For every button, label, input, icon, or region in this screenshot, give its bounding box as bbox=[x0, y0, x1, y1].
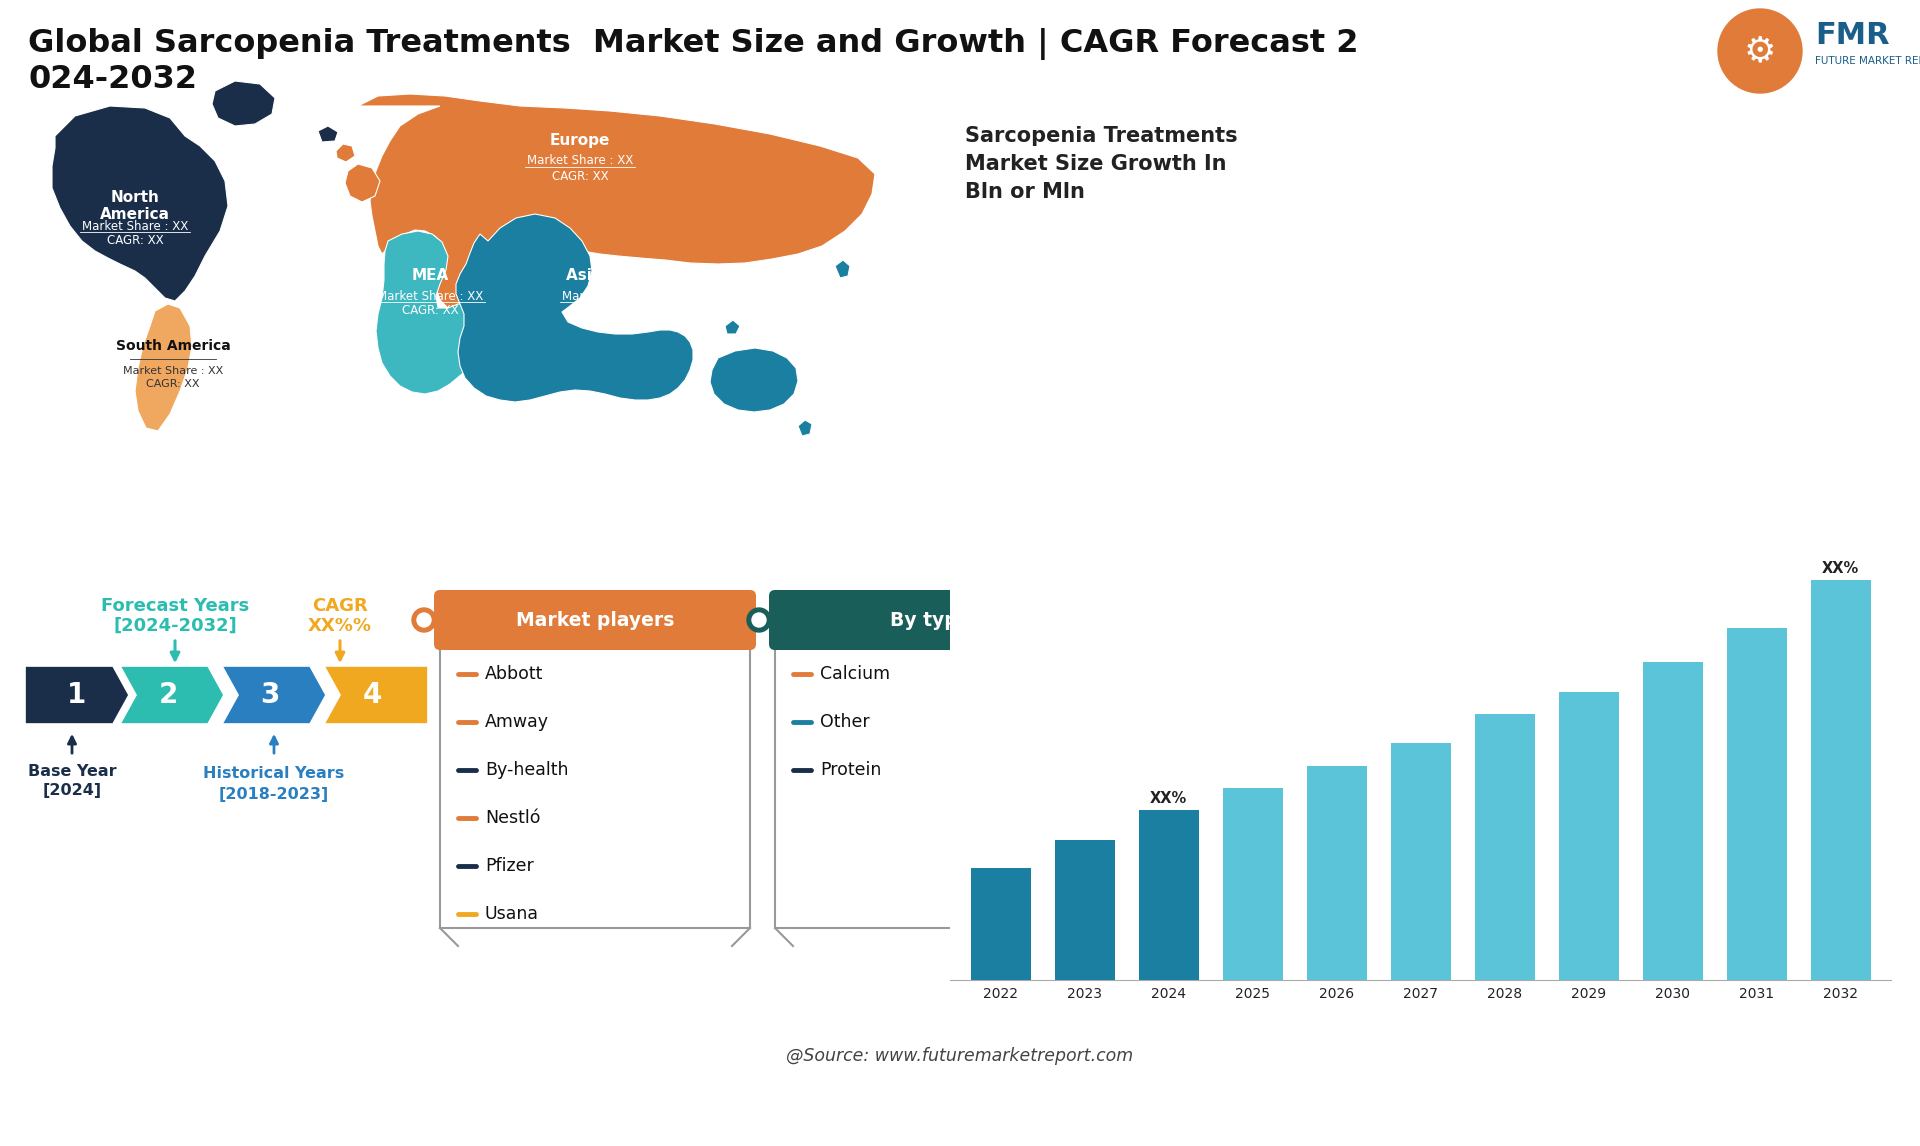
Bar bbox=[1223, 788, 1283, 980]
Bar bbox=[1390, 744, 1452, 980]
Text: Usana: Usana bbox=[486, 905, 540, 923]
Text: Market Share : XX: Market Share : XX bbox=[526, 155, 634, 167]
Text: CAGR: XX: CAGR: XX bbox=[146, 379, 200, 388]
Polygon shape bbox=[319, 126, 338, 142]
Text: Pfizer: Pfizer bbox=[486, 857, 534, 876]
Polygon shape bbox=[211, 81, 275, 126]
Polygon shape bbox=[52, 105, 228, 301]
Bar bbox=[1559, 692, 1619, 980]
Text: Europe: Europe bbox=[549, 133, 611, 149]
Text: Market Share : XX: Market Share : XX bbox=[376, 290, 484, 303]
Text: CAGR: XX: CAGR: XX bbox=[551, 170, 609, 182]
Text: 024-2032: 024-2032 bbox=[29, 64, 198, 95]
Text: 1: 1 bbox=[67, 681, 86, 709]
Text: CAGR: XX: CAGR: XX bbox=[108, 235, 163, 248]
Text: By application: By application bbox=[1190, 611, 1340, 629]
FancyBboxPatch shape bbox=[434, 590, 756, 650]
Text: XX%%: XX%% bbox=[307, 617, 372, 635]
Text: Market Share : XX: Market Share : XX bbox=[563, 290, 668, 303]
Text: By-health: By-health bbox=[486, 761, 568, 779]
Circle shape bbox=[1718, 9, 1803, 93]
Polygon shape bbox=[457, 214, 693, 402]
Text: Amway: Amway bbox=[486, 713, 549, 731]
Text: By type: By type bbox=[889, 611, 970, 629]
Bar bbox=[1642, 662, 1703, 980]
Polygon shape bbox=[119, 666, 225, 724]
Text: [2024-2032]: [2024-2032] bbox=[113, 617, 236, 635]
Text: FMR: FMR bbox=[1814, 22, 1889, 50]
Polygon shape bbox=[710, 348, 799, 413]
Text: Other: Other bbox=[820, 713, 870, 731]
Polygon shape bbox=[346, 164, 380, 202]
Circle shape bbox=[747, 609, 772, 631]
Bar bbox=[1811, 581, 1870, 980]
Text: Market Share : XX: Market Share : XX bbox=[123, 366, 223, 376]
Text: 4: 4 bbox=[363, 681, 382, 709]
Polygon shape bbox=[376, 231, 486, 394]
Circle shape bbox=[753, 613, 766, 627]
Polygon shape bbox=[835, 260, 851, 278]
FancyBboxPatch shape bbox=[1104, 590, 1427, 650]
Text: FUTURE MARKET REPORT: FUTURE MARKET REPORT bbox=[1814, 56, 1920, 66]
Polygon shape bbox=[357, 94, 876, 311]
Text: Historical Years: Historical Years bbox=[204, 767, 344, 782]
Text: Forecast Years: Forecast Years bbox=[102, 597, 250, 615]
Text: Sarcopenia Treatments
Market Size Growth In
Bln or Mln: Sarcopenia Treatments Market Size Growth… bbox=[966, 126, 1238, 202]
Text: Global Sarcopenia Treatments  Market Size and Growth | CAGR Forecast 2: Global Sarcopenia Treatments Market Size… bbox=[29, 28, 1359, 60]
Text: XX%: XX% bbox=[1822, 562, 1859, 576]
Text: Online: Online bbox=[1156, 665, 1212, 683]
Bar bbox=[1054, 840, 1116, 980]
Bar bbox=[1475, 714, 1536, 980]
Text: Market players: Market players bbox=[516, 611, 674, 629]
Circle shape bbox=[417, 613, 430, 627]
Text: Base Year: Base Year bbox=[27, 763, 117, 778]
Text: North
America: North America bbox=[100, 190, 171, 222]
Text: Asia Pacific: Asia Pacific bbox=[566, 268, 664, 283]
Text: [2024]: [2024] bbox=[42, 784, 102, 799]
Bar bbox=[970, 869, 1031, 980]
Text: Calcium: Calcium bbox=[820, 665, 891, 683]
Bar bbox=[1139, 810, 1198, 980]
Polygon shape bbox=[134, 304, 192, 431]
Text: Nestló: Nestló bbox=[486, 809, 541, 827]
Text: CAGR: XX: CAGR: XX bbox=[401, 305, 459, 317]
Polygon shape bbox=[336, 144, 355, 162]
Bar bbox=[1726, 628, 1788, 980]
Text: CAGR: CAGR bbox=[313, 597, 369, 615]
Circle shape bbox=[413, 609, 436, 631]
Text: @Source: www.futuremarketreport.com: @Source: www.futuremarketreport.com bbox=[787, 1047, 1133, 1065]
Text: CAGR: XX: CAGR: XX bbox=[588, 305, 643, 317]
Polygon shape bbox=[324, 666, 428, 724]
Text: Abbott: Abbott bbox=[486, 665, 543, 683]
Text: South America: South America bbox=[115, 339, 230, 353]
Text: 2: 2 bbox=[157, 681, 179, 709]
Polygon shape bbox=[25, 666, 129, 724]
Text: 3: 3 bbox=[261, 681, 280, 709]
Text: MEA: MEA bbox=[411, 268, 449, 283]
Bar bbox=[1306, 766, 1367, 980]
Text: XX%: XX% bbox=[1150, 791, 1187, 806]
Text: Protein: Protein bbox=[820, 761, 881, 779]
Text: Retail: Retail bbox=[1156, 713, 1204, 731]
Circle shape bbox=[1083, 609, 1106, 631]
Text: Market Share : XX: Market Share : XX bbox=[83, 220, 188, 233]
Polygon shape bbox=[726, 320, 739, 333]
Polygon shape bbox=[223, 666, 326, 724]
Text: ⚙: ⚙ bbox=[1743, 34, 1776, 68]
Text: [2018-2023]: [2018-2023] bbox=[219, 786, 328, 801]
FancyBboxPatch shape bbox=[770, 590, 1091, 650]
Polygon shape bbox=[799, 419, 812, 435]
Circle shape bbox=[1087, 613, 1100, 627]
